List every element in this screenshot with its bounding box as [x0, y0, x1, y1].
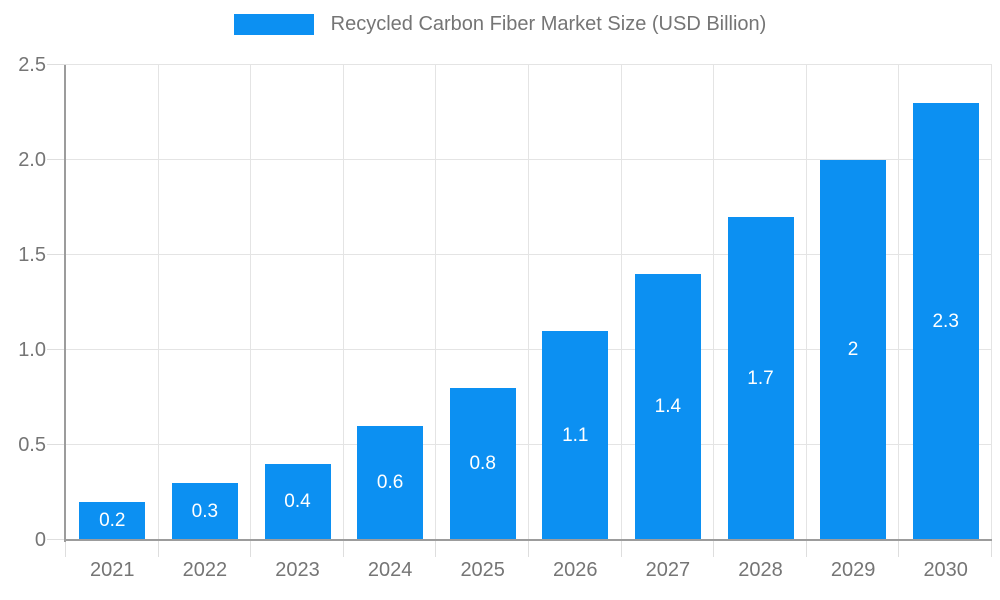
bar-2030[interactable]: 2.3 — [912, 103, 979, 540]
x-tick-mark — [435, 540, 437, 557]
y-axis-label: 1.5 — [18, 244, 46, 266]
x-axis-label-2029: 2029 — [830, 559, 876, 581]
x-axis-label-2027: 2027 — [645, 559, 691, 581]
y-axis-label: 2.5 — [18, 54, 46, 76]
x-tick-mark — [528, 540, 529, 557]
x-tick-mark — [250, 540, 252, 557]
bar-value-label: 0.4 — [284, 491, 311, 512]
y-axis-label: 0 — [34, 529, 46, 551]
legend-label: Recycled Carbon Fiber Market Size (USD B… — [330, 13, 767, 35]
chart-legend: Recycled Carbon Fiber Market Size (USD B… — [0, 13, 1000, 36]
bar-value-label: 2.3 — [932, 310, 959, 332]
x-tick-mark — [157, 540, 159, 557]
x-axis-label-2023: 2023 — [275, 559, 320, 581]
x-axis-label-2025: 2025 — [460, 559, 505, 581]
x-tick-mark — [991, 540, 992, 557]
bar-value-label: 0.8 — [469, 453, 496, 474]
x-axis-label-2026: 2026 — [553, 559, 598, 581]
bar-value-label: 1.4 — [654, 396, 682, 417]
y-axis-label: 2.0 — [18, 149, 46, 171]
h-gridline — [66, 64, 992, 65]
x-tick-mark — [713, 540, 715, 557]
x-tick-mark — [805, 540, 807, 557]
y-tick-mark — [47, 539, 66, 540]
bar-2027[interactable]: 1.4 — [634, 274, 701, 540]
v-gridline — [805, 65, 807, 540]
y-tick-mark — [47, 349, 66, 350]
v-gridline — [528, 65, 529, 540]
v-gridline — [991, 65, 992, 540]
h-gridline — [66, 349, 992, 350]
x-tick-mark — [898, 540, 900, 557]
bar-value-label: 1.1 — [562, 424, 589, 446]
bar-value-label: 0.3 — [191, 500, 219, 522]
bar-value-label: 1.7 — [747, 367, 774, 389]
y-axis-label: 1.0 — [18, 339, 46, 361]
bar-2022[interactable]: 0.3 — [171, 483, 238, 540]
v-gridline — [342, 65, 344, 540]
y-tick-mark — [47, 254, 66, 255]
h-gridline — [66, 159, 992, 160]
legend-swatch[interactable] — [233, 14, 314, 35]
x-tick-mark — [342, 540, 344, 557]
bar-2023[interactable]: 0.4 — [264, 464, 331, 540]
x-axis-label-2022: 2022 — [182, 559, 228, 581]
x-axis-label-2024: 2024 — [367, 559, 413, 581]
y-tick-mark — [47, 64, 66, 65]
y-tick-mark — [47, 444, 66, 445]
bar-2024[interactable]: 0.6 — [357, 426, 424, 540]
bar-2021[interactable]: 0.2 — [79, 502, 146, 540]
v-gridline — [157, 65, 159, 540]
bar-value-label: 0.6 — [376, 472, 404, 493]
bar-2028[interactable]: 1.7 — [727, 217, 794, 540]
x-axis-label-2030: 2030 — [923, 559, 968, 581]
y-tick-mark — [47, 159, 66, 160]
y-axis-line — [64, 65, 66, 542]
x-tick-mark — [620, 540, 622, 557]
x-axis-line — [66, 539, 992, 541]
bar-2026[interactable]: 1.1 — [542, 331, 609, 540]
h-gridline — [66, 254, 992, 255]
x-axis-label-2021: 2021 — [90, 559, 135, 581]
h-gridline — [66, 444, 992, 445]
v-gridline — [620, 65, 622, 540]
v-gridline — [250, 65, 252, 540]
x-tick-mark — [65, 540, 66, 557]
bar-2029[interactable]: 2 — [820, 160, 887, 540]
x-axis-label-2028: 2028 — [738, 559, 783, 581]
v-gridline — [898, 65, 900, 540]
bar-value-label: 0.2 — [99, 510, 126, 531]
v-gridline — [435, 65, 437, 540]
v-gridline — [713, 65, 715, 540]
bar-2025[interactable]: 0.8 — [449, 388, 516, 540]
bar-value-label: 2 — [847, 339, 859, 360]
y-axis-label: 0.5 — [18, 434, 46, 456]
